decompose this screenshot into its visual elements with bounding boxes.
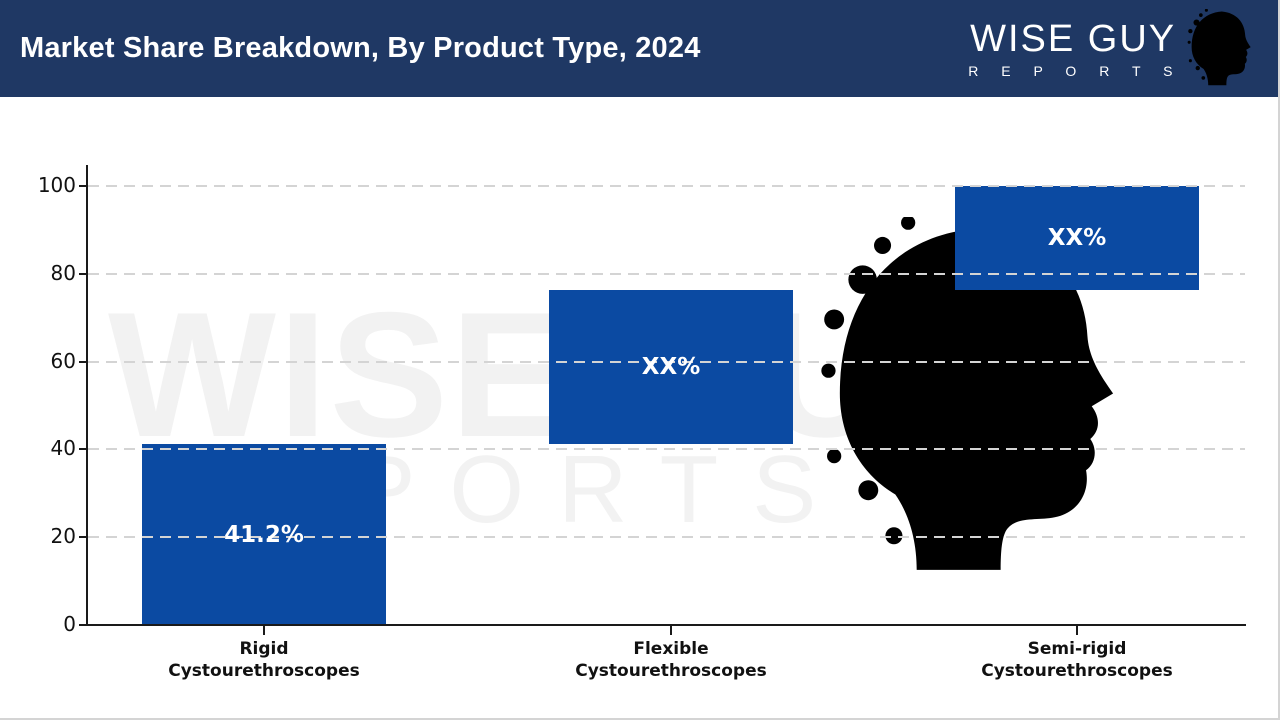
y-tick-label-100: 100 bbox=[37, 173, 76, 197]
logo-wiseguy-label: WISE GUY bbox=[970, 18, 1177, 60]
category-label-1: Rigid Cystourethroscopes bbox=[168, 639, 360, 681]
gridline-80 bbox=[88, 272, 1245, 275]
gridline-40 bbox=[88, 448, 1245, 451]
gridline-100 bbox=[88, 185, 1245, 187]
x-tick-2 bbox=[670, 626, 672, 635]
logo-text: WISE GUY R E P O R T S bbox=[964, 20, 1182, 78]
x-tick-1 bbox=[263, 626, 265, 635]
logo-reports-label: R E P O R T S bbox=[968, 63, 1182, 79]
y-tick-label-80: 80 bbox=[50, 260, 76, 285]
y-tick-40 bbox=[79, 448, 87, 451]
bar-value-label-3: XX% bbox=[1047, 224, 1107, 251]
y-tick-label-0: 0 bbox=[63, 612, 76, 636]
y-tick-80 bbox=[79, 272, 87, 275]
gridline-60 bbox=[88, 360, 1245, 363]
gridline-20 bbox=[88, 536, 1245, 539]
y-tick-label-40: 40 bbox=[50, 436, 76, 461]
x-tick-3 bbox=[1076, 626, 1078, 635]
y-axis-line bbox=[86, 165, 88, 626]
bar-segment-2 bbox=[549, 289, 793, 445]
bar-value-label-1: 41.2% bbox=[224, 521, 304, 548]
y-tick-label-60: 60 bbox=[50, 348, 76, 373]
category-label-2: Flexible Cystourethroscopes bbox=[575, 639, 767, 681]
category-label-3: Semi-rigid Cystourethroscopes bbox=[981, 639, 1173, 681]
y-tick-100 bbox=[79, 185, 87, 187]
x-axis-line bbox=[86, 624, 1246, 626]
wise-guy-reports-logo: WISE GUY R E P O R T S bbox=[964, 8, 1262, 90]
chart-title: Market Share Breakdown, By Product Type,… bbox=[20, 32, 701, 64]
logo-head-icon bbox=[1187, 9, 1251, 86]
header-bar: Market Share Breakdown, By Product Type,… bbox=[0, 0, 1278, 97]
bar-value-label-2: XX% bbox=[641, 353, 701, 380]
bar-segment-1 bbox=[142, 444, 386, 625]
y-tick-60 bbox=[79, 360, 87, 363]
y-tick-label-20: 20 bbox=[50, 524, 76, 549]
y-tick-0 bbox=[79, 624, 87, 626]
y-tick-20 bbox=[79, 536, 87, 539]
